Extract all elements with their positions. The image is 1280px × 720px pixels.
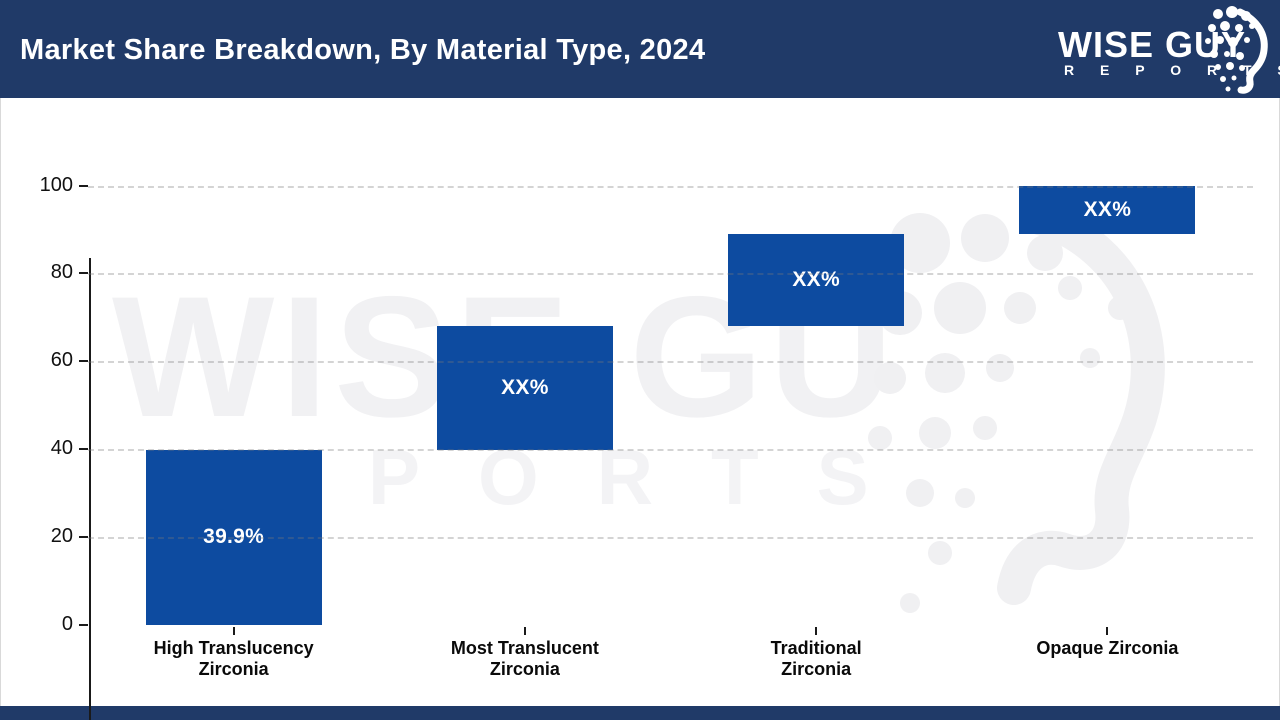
bar-value-label: XX%	[1083, 197, 1132, 221]
y-tick-mark	[79, 624, 88, 626]
y-gridline	[88, 449, 1253, 452]
y-gridline	[88, 537, 1253, 540]
dotted-head-icon	[1205, 6, 1268, 94]
y-tick-mark	[79, 536, 88, 539]
x-tick-mark	[815, 627, 818, 635]
y-tick-label: 80	[50, 261, 73, 284]
x-category-label: High Translucency Zirconia	[153, 638, 314, 679]
y-tick-label: 40	[50, 437, 73, 460]
y-gridline	[88, 361, 1253, 364]
bar-value-label: 39.9%	[203, 525, 265, 549]
bar-segment: XX%	[728, 233, 905, 327]
x-category-label: Most Translucent Zirconia	[450, 638, 599, 679]
chart-title: Market Share Breakdown, By Material Type…	[20, 34, 706, 66]
bar-segment: XX%	[1019, 185, 1196, 234]
bar-segment: 39.9%	[145, 449, 322, 625]
x-category-label: Opaque Zirconia	[1036, 638, 1179, 658]
y-tick-mark	[79, 272, 88, 275]
x-tick-mark	[1106, 627, 1109, 635]
x-category-label: Traditional Zirconia	[770, 638, 862, 679]
y-tick-label: 20	[50, 525, 73, 548]
y-gridline	[88, 185, 1253, 188]
axes-frame	[89, 258, 1256, 720]
bar-segment: XX%	[436, 326, 613, 450]
bar-value-label: XX%	[792, 267, 840, 291]
y-tick-mark	[79, 184, 88, 187]
y-tick-mark	[79, 360, 88, 363]
y-tick-label: 100	[39, 173, 73, 196]
brand-logo: WISE GUY R E P O R T S	[1022, 0, 1280, 98]
bar-value-label: XX%	[501, 375, 549, 399]
footer-band	[0, 706, 1280, 720]
x-tick-mark	[232, 627, 235, 635]
y-tick-label: 60	[50, 349, 73, 372]
y-tick-label: 0	[61, 613, 73, 635]
y-gridline	[88, 273, 1253, 276]
x-tick-mark	[523, 627, 526, 635]
y-tick-mark	[79, 448, 88, 451]
header-band: Market Share Breakdown, By Material Type…	[0, 0, 1280, 98]
